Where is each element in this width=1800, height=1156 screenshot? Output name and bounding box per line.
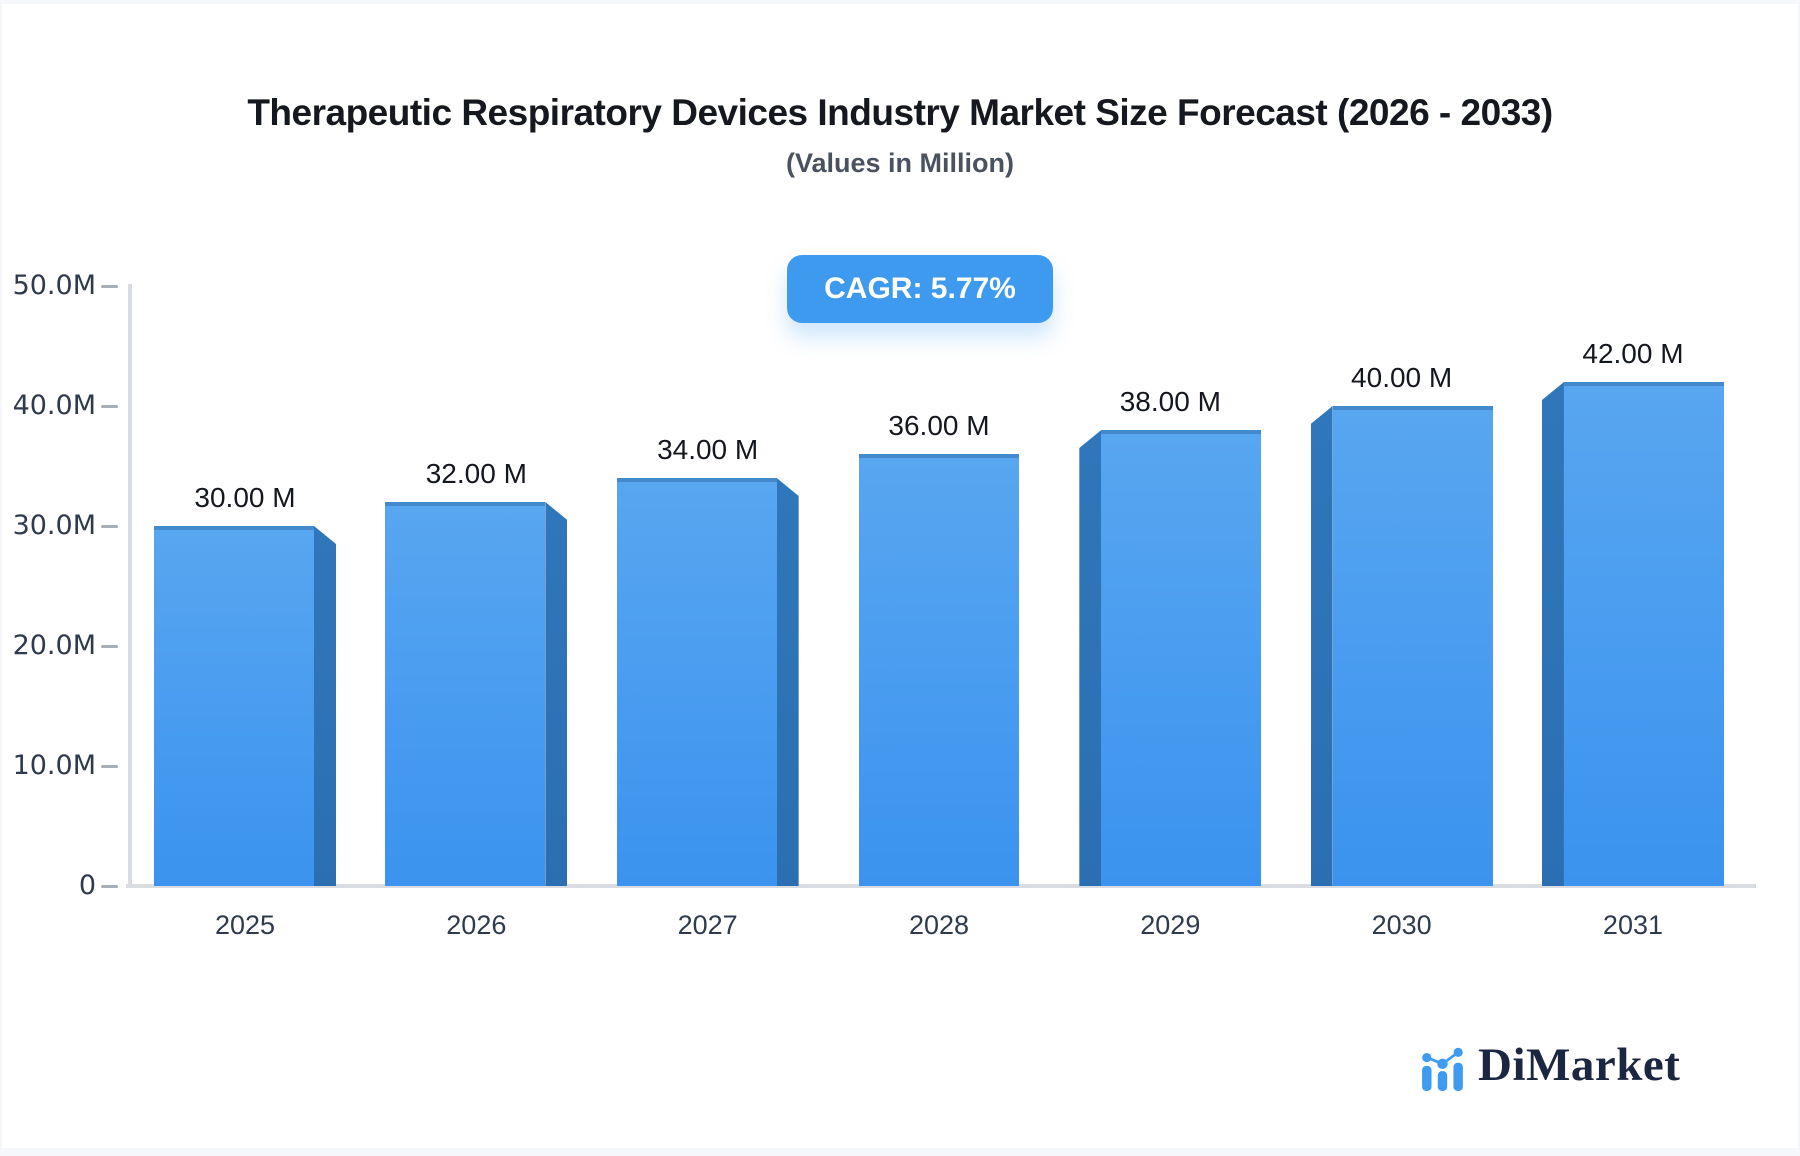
y-axis-tick-label: 0 xyxy=(78,870,96,901)
bar-2027[interactable] xyxy=(616,478,799,886)
bar-side-face xyxy=(1310,406,1333,886)
bar-face xyxy=(385,502,546,886)
bar-face xyxy=(1563,382,1724,886)
y-axis-tick-label: 20.0M xyxy=(12,630,96,661)
bar-side-face xyxy=(314,526,336,886)
y-axis-tick-label: 10.0M xyxy=(12,750,96,781)
y-axis-tick-mark xyxy=(101,285,118,288)
x-axis-label-2030: 2030 xyxy=(1371,910,1432,940)
x-axis-label-2026: 2026 xyxy=(446,910,507,940)
x-axis-label-2028: 2028 xyxy=(908,910,970,940)
y-axis-line xyxy=(128,284,132,888)
cagr-badge: CAGR: 5.77% xyxy=(787,255,1053,323)
bar-value-label: 32.00 M xyxy=(425,458,527,489)
x-axis-label-2025: 2025 xyxy=(214,910,276,940)
bar-face xyxy=(1101,430,1262,886)
x-axis-label-2029: 2029 xyxy=(1140,910,1201,940)
bar-face xyxy=(858,454,1019,886)
bar-value-label: 40.00 M xyxy=(1351,362,1453,393)
x-axis-label-2031: 2031 xyxy=(1602,910,1663,940)
bar-value-label: 30.00 M xyxy=(194,482,296,513)
chart-title: Therapeutic Respiratory Devices Industry… xyxy=(247,92,1553,133)
bar-top-edge xyxy=(1101,430,1262,434)
bar-top-edge xyxy=(858,454,1019,458)
y-axis-tick-mark xyxy=(101,405,118,408)
y-axis-tick-label: 50.0M xyxy=(12,270,96,301)
y-axis-tick-label: 40.0M xyxy=(12,390,96,421)
bar-2029[interactable] xyxy=(1079,430,1262,886)
brand-logo: DiMarket xyxy=(1420,1038,1680,1092)
y-axis-tick-mark xyxy=(101,645,118,648)
bar-side-face xyxy=(776,478,799,886)
x-axis-label-2027: 2027 xyxy=(677,910,738,940)
bar-side-face xyxy=(1079,430,1102,886)
bar-top-edge xyxy=(1563,382,1724,386)
bar-face xyxy=(616,478,777,886)
bar-value-label: 38.00 M xyxy=(1119,386,1221,417)
bar-side-face xyxy=(545,502,568,886)
brand-name: DiMarket xyxy=(1478,1039,1681,1091)
bar-value-label: 36.00 M xyxy=(888,410,990,441)
bar-2026[interactable] xyxy=(385,502,568,886)
chart-subtitle: (Values in Million) xyxy=(785,148,1015,178)
bar-top-edge xyxy=(616,478,777,482)
bar-value-label: 42.00 M xyxy=(1582,338,1684,369)
y-axis-tick-mark xyxy=(101,885,118,888)
bar-2025[interactable] xyxy=(154,526,336,886)
bar-top-edge xyxy=(1332,406,1493,410)
x-axis-line xyxy=(126,884,1756,888)
bar-top-edge xyxy=(385,502,546,506)
bar-2031[interactable] xyxy=(1541,382,1724,886)
bar-2030[interactable] xyxy=(1310,406,1493,886)
bar-face xyxy=(154,526,314,886)
bar-top-edge xyxy=(154,526,314,530)
y-axis-tick-mark xyxy=(101,765,118,768)
y-axis-tick-label: 30.0M xyxy=(12,510,96,541)
bar-2028[interactable] xyxy=(858,454,1019,886)
y-axis-tick-mark xyxy=(101,525,118,528)
bar-value-label: 34.00 M xyxy=(657,434,759,465)
bar-side-face xyxy=(1541,382,1564,886)
bar-chart-icon xyxy=(1422,1047,1463,1091)
bar-face xyxy=(1332,406,1493,886)
